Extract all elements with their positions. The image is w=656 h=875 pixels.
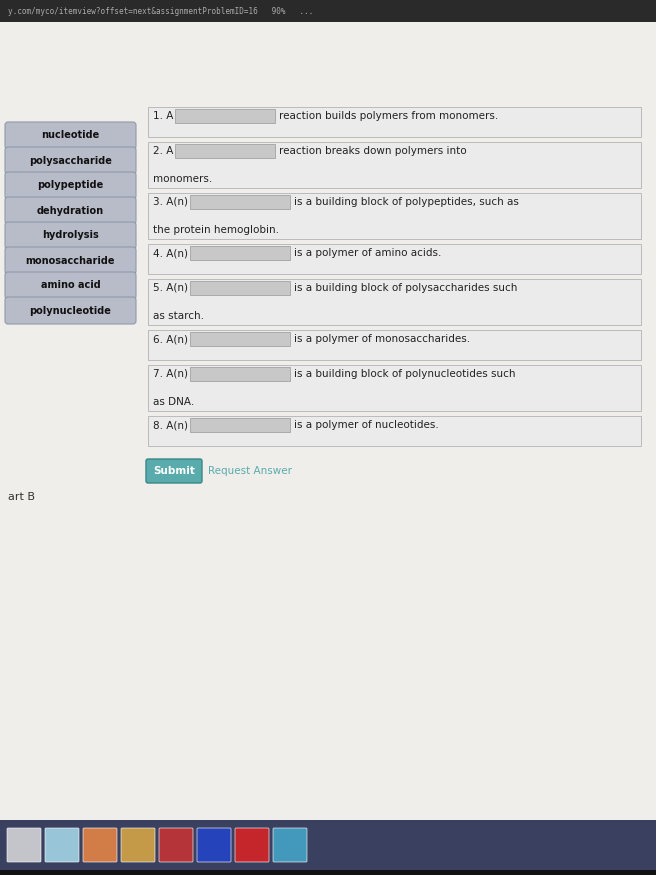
FancyBboxPatch shape	[146, 459, 202, 483]
Text: y.com/myco/itemview?offset=next&assignmentProblemID=16   90%   ...: y.com/myco/itemview?offset=next&assignme…	[8, 6, 314, 16]
FancyBboxPatch shape	[148, 416, 641, 446]
Text: as starch.: as starch.	[153, 311, 204, 321]
Text: art B: art B	[8, 492, 35, 502]
FancyBboxPatch shape	[190, 332, 289, 346]
FancyBboxPatch shape	[190, 246, 289, 260]
FancyBboxPatch shape	[5, 222, 136, 249]
FancyBboxPatch shape	[148, 142, 641, 188]
FancyBboxPatch shape	[5, 297, 136, 324]
FancyBboxPatch shape	[121, 828, 155, 862]
Text: 2. A: 2. A	[153, 146, 173, 156]
Text: the protein hemoglobin.: the protein hemoglobin.	[153, 225, 279, 235]
FancyBboxPatch shape	[190, 195, 289, 209]
Text: is a building block of polypeptides, such as: is a building block of polypeptides, suc…	[294, 197, 518, 207]
FancyBboxPatch shape	[0, 0, 656, 22]
FancyBboxPatch shape	[148, 107, 641, 137]
FancyBboxPatch shape	[175, 109, 276, 123]
Text: Request Answer: Request Answer	[208, 466, 292, 476]
Text: 7. A(n): 7. A(n)	[153, 369, 188, 379]
FancyBboxPatch shape	[7, 828, 41, 862]
Text: dehydration: dehydration	[37, 206, 104, 215]
Text: is a polymer of nucleotides.: is a polymer of nucleotides.	[294, 420, 438, 430]
FancyBboxPatch shape	[0, 820, 656, 870]
FancyBboxPatch shape	[235, 828, 269, 862]
Text: polynucleotide: polynucleotide	[30, 305, 112, 316]
FancyBboxPatch shape	[5, 272, 136, 299]
FancyBboxPatch shape	[190, 418, 289, 432]
Text: nucleotide: nucleotide	[41, 130, 100, 141]
Text: is a polymer of monosaccharides.: is a polymer of monosaccharides.	[294, 334, 470, 344]
FancyBboxPatch shape	[190, 281, 289, 295]
Text: 1. A: 1. A	[153, 111, 173, 121]
FancyBboxPatch shape	[45, 828, 79, 862]
FancyBboxPatch shape	[148, 365, 641, 411]
Text: 8. A(n): 8. A(n)	[153, 420, 188, 430]
Text: 6. A(n): 6. A(n)	[153, 334, 188, 344]
FancyBboxPatch shape	[5, 122, 136, 149]
Text: 5. A(n): 5. A(n)	[153, 283, 188, 293]
Text: 4. A(n): 4. A(n)	[153, 248, 188, 258]
FancyBboxPatch shape	[5, 197, 136, 224]
FancyBboxPatch shape	[5, 147, 136, 174]
FancyBboxPatch shape	[5, 247, 136, 274]
Text: reaction builds polymers from monomers.: reaction builds polymers from monomers.	[279, 111, 499, 121]
Text: is a building block of polysaccharides such: is a building block of polysaccharides s…	[294, 283, 517, 293]
FancyBboxPatch shape	[148, 279, 641, 325]
Text: polypeptide: polypeptide	[37, 180, 104, 191]
FancyBboxPatch shape	[159, 828, 193, 862]
Text: monomers.: monomers.	[153, 174, 213, 184]
Text: 3. A(n): 3. A(n)	[153, 197, 188, 207]
Text: hydrolysis: hydrolysis	[42, 230, 99, 241]
FancyBboxPatch shape	[190, 367, 289, 381]
Text: monosaccharide: monosaccharide	[26, 255, 115, 265]
FancyBboxPatch shape	[5, 172, 136, 199]
FancyBboxPatch shape	[148, 330, 641, 360]
Text: polysaccharide: polysaccharide	[29, 156, 112, 165]
FancyBboxPatch shape	[148, 193, 641, 239]
FancyBboxPatch shape	[0, 870, 656, 875]
Text: as DNA.: as DNA.	[153, 397, 194, 407]
FancyBboxPatch shape	[273, 828, 307, 862]
Text: reaction breaks down polymers into: reaction breaks down polymers into	[279, 146, 467, 156]
Text: is a building block of polynucleotides such: is a building block of polynucleotides s…	[294, 369, 515, 379]
Text: Submit: Submit	[153, 466, 195, 476]
Text: amino acid: amino acid	[41, 281, 100, 290]
FancyBboxPatch shape	[83, 828, 117, 862]
FancyBboxPatch shape	[175, 144, 276, 158]
Text: is a polymer of amino acids.: is a polymer of amino acids.	[294, 248, 441, 258]
FancyBboxPatch shape	[0, 22, 656, 820]
FancyBboxPatch shape	[148, 244, 641, 274]
FancyBboxPatch shape	[197, 828, 231, 862]
